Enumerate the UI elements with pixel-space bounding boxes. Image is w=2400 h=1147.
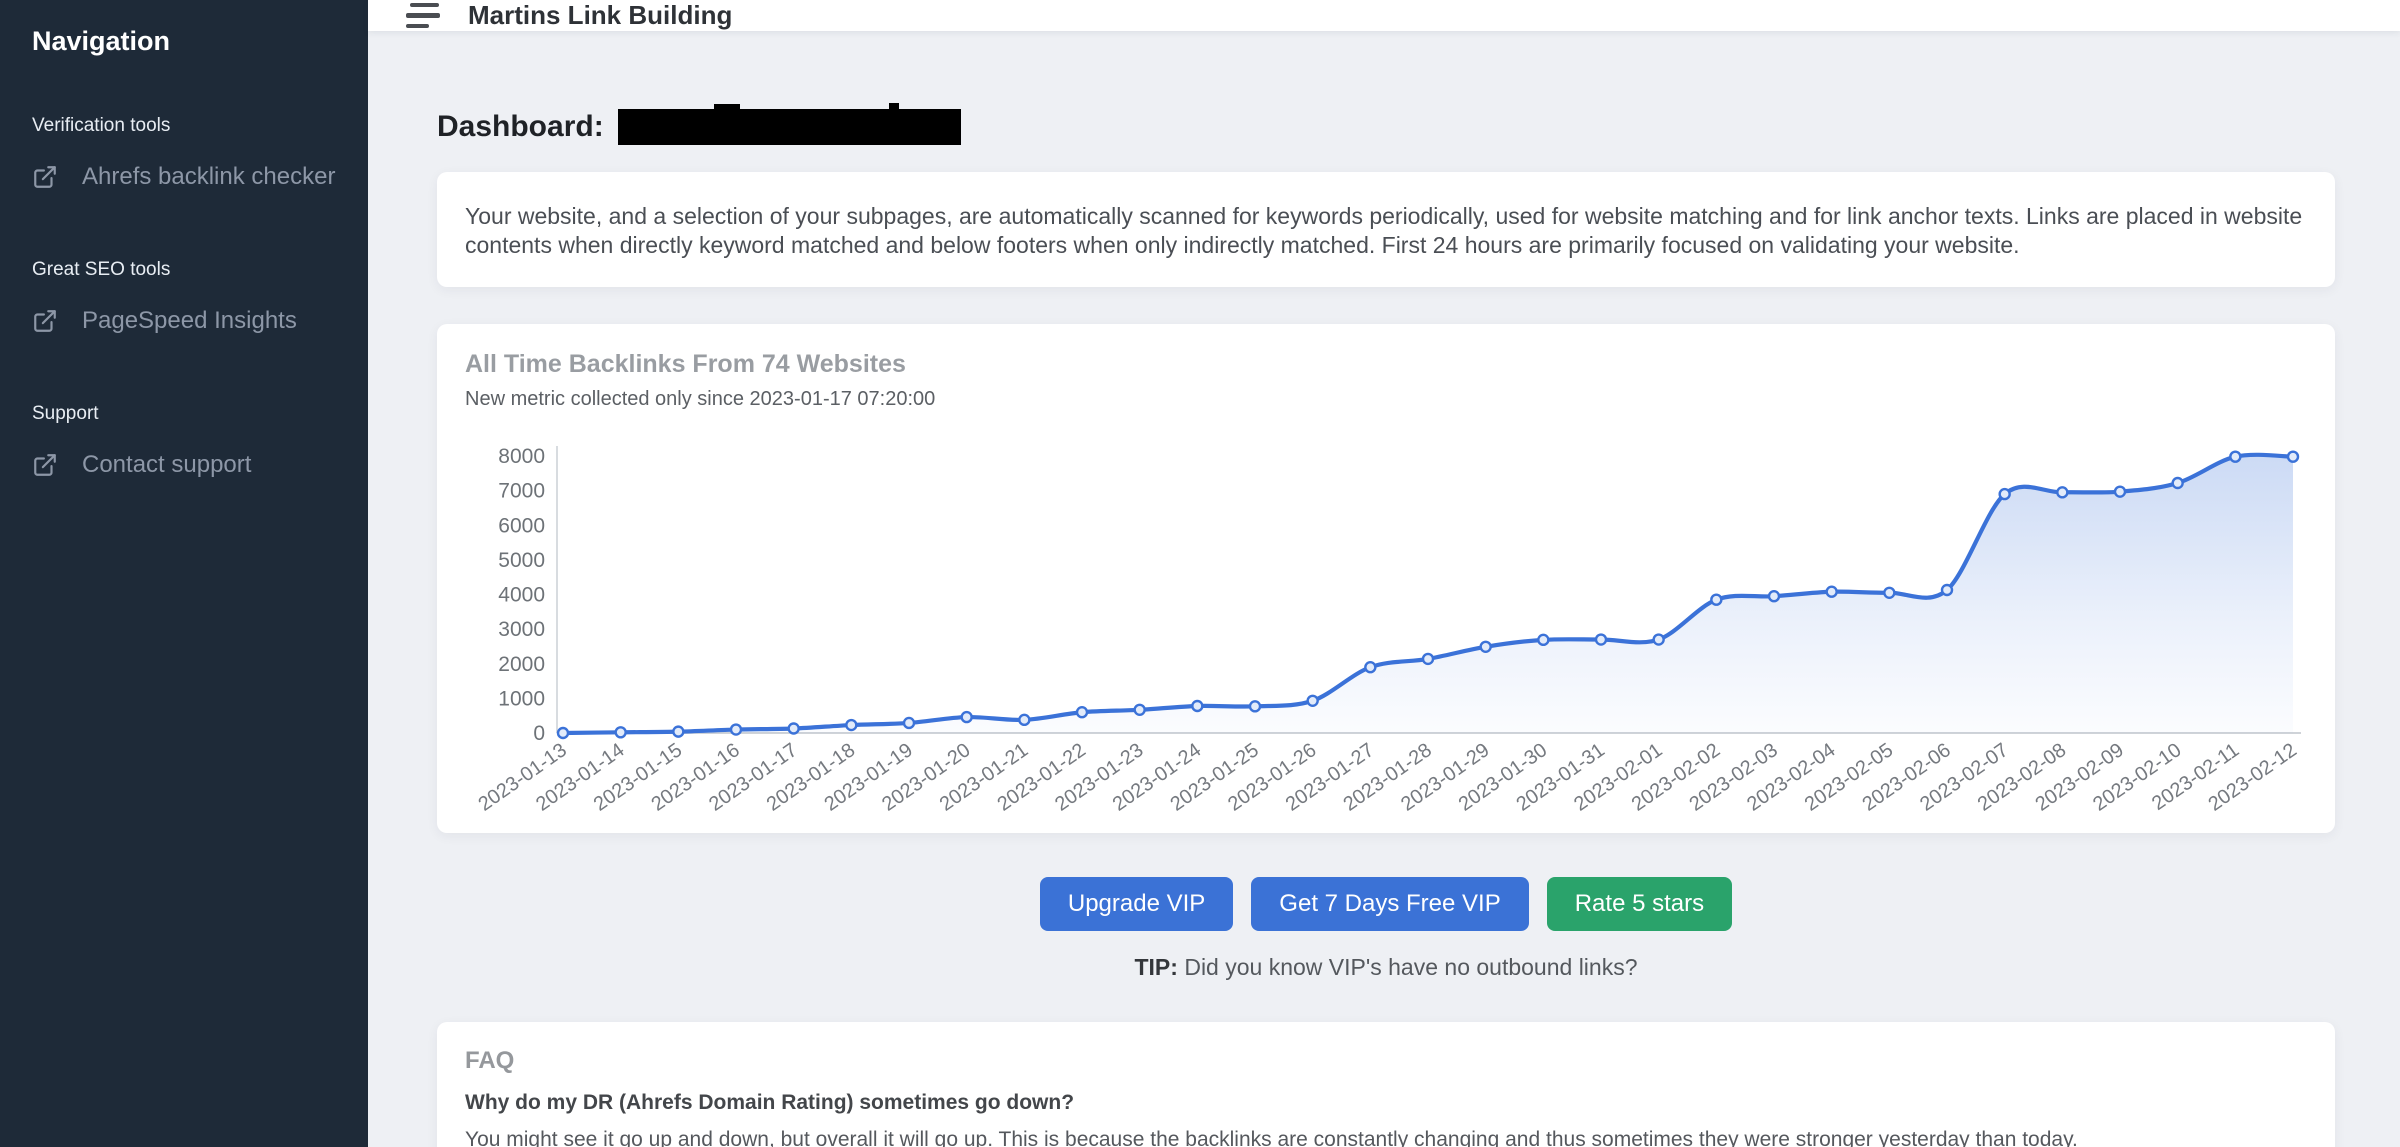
sidebar-item-contact-support[interactable]: Contact support (0, 441, 368, 489)
page-title: Dashboard: (437, 103, 2335, 145)
intro-card: Your website, and a selection of your su… (437, 172, 2335, 287)
sidebar-item-label: Ahrefs backlink checker (82, 163, 336, 190)
main-content: Dashboard: Your website, and a selection… (368, 31, 2400, 1147)
upgrade-vip-button[interactable]: Upgrade VIP (1039, 877, 1234, 931)
svg-text:7000: 7000 (498, 480, 545, 503)
rate-5-stars-button[interactable]: Rate 5 stars (1546, 877, 1733, 931)
tip-line: TIP: Did you know VIP's have no outbound… (437, 954, 2335, 981)
sidebar-section-support: Support Contact support (0, 403, 368, 489)
faq-card: FAQ Why do my DR (Ahrefs Domain Rating) … (437, 1022, 2335, 1147)
sidebar-item-label: PageSpeed Insights (82, 307, 297, 334)
sidebar-section-verification-tools: Verification tools Ahrefs backlink check… (0, 115, 368, 201)
backlinks-chart[interactable]: 0100020003000400050006000700080002023-01… (465, 435, 2307, 816)
chart-title: All Time Backlinks From 74 Websites (465, 350, 906, 378)
svg-text:2000: 2000 (498, 653, 545, 676)
external-link-icon (32, 164, 58, 190)
section-header-support: Support (32, 403, 99, 424)
sidebar: Navigation Verification tools Ahrefs bac… (0, 0, 368, 1147)
sidebar-item-ahrefs-backlink-checker[interactable]: Ahrefs backlink checker (0, 153, 368, 201)
section-header-great-seo-tools: Great SEO tools (32, 259, 171, 280)
sidebar-item-pagespeed-insights[interactable]: PageSpeed Insights (0, 297, 368, 345)
get-free-vip-button[interactable]: Get 7 Days Free VIP (1251, 877, 1529, 931)
menu-icon[interactable] (406, 2, 440, 29)
chart-card: All Time Backlinks From 74 Websites New … (437, 324, 2335, 833)
faq-answer: You might see it go up and down, but ove… (465, 1128, 2078, 1147)
faq-question: Why do my DR (Ahrefs Domain Rating) some… (465, 1091, 1075, 1114)
svg-text:8000: 8000 (498, 445, 545, 468)
app-title: Martins Link Building (468, 0, 733, 30)
tip-text: Did you know VIP's have no outbound link… (1184, 954, 1638, 980)
tip-label: TIP: (1134, 954, 1178, 980)
section-header-verification-tools: Verification tools (32, 115, 171, 136)
sidebar-title: Navigation (32, 26, 171, 56)
sidebar-item-label: Contact support (82, 451, 252, 478)
external-link-icon (32, 308, 58, 334)
svg-text:5000: 5000 (498, 549, 545, 572)
top-header: Martins Link Building (368, 0, 2400, 31)
intro-text: Your website, and a selection of your su… (465, 203, 2303, 258)
svg-text:3000: 3000 (498, 618, 545, 641)
svg-text:0: 0 (533, 722, 545, 745)
chart-subtitle: New metric collected only since 2023-01-… (465, 388, 936, 410)
external-link-icon (32, 452, 58, 478)
main-column: Martins Link Building Dashboard: Your we… (368, 0, 2400, 1147)
sidebar-section-great-seo-tools: Great SEO tools PageSpeed Insights (0, 259, 368, 345)
faq-title: FAQ (465, 1047, 515, 1074)
svg-text:1000: 1000 (498, 687, 545, 710)
svg-text:4000: 4000 (498, 584, 545, 607)
action-buttons: Upgrade VIP Get 7 Days Free VIP Rate 5 s… (437, 877, 2335, 931)
svg-text:6000: 6000 (498, 514, 545, 537)
dashboard-label: Dashboard: (437, 110, 604, 143)
redacted-site-name (617, 103, 961, 145)
